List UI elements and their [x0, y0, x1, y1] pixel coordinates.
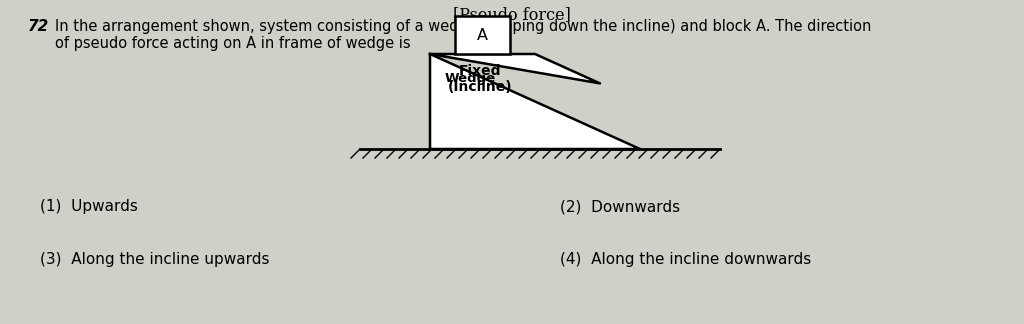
- Text: In the arrangement shown, system consisting of a wedge (slipping down the inclin: In the arrangement shown, system consist…: [55, 19, 871, 34]
- Text: (4)  Along the incline downwards: (4) Along the incline downwards: [560, 252, 811, 267]
- Text: (3)  Along the incline upwards: (3) Along the incline upwards: [40, 252, 269, 267]
- Text: 72: 72: [28, 19, 49, 34]
- Text: [Pseudo force]: [Pseudo force]: [453, 6, 571, 23]
- Text: Fixed
(Incline): Fixed (Incline): [449, 64, 513, 94]
- Text: Wedge: Wedge: [445, 72, 496, 85]
- Polygon shape: [430, 54, 600, 83]
- Polygon shape: [430, 54, 640, 149]
- Text: (2)  Downwards: (2) Downwards: [560, 199, 680, 214]
- Bar: [455, 16, 510, 54]
- Text: A: A: [477, 28, 488, 42]
- Text: of pseudo force acting on A in frame of wedge is: of pseudo force acting on A in frame of …: [55, 36, 411, 51]
- Text: (1)  Upwards: (1) Upwards: [40, 199, 138, 214]
